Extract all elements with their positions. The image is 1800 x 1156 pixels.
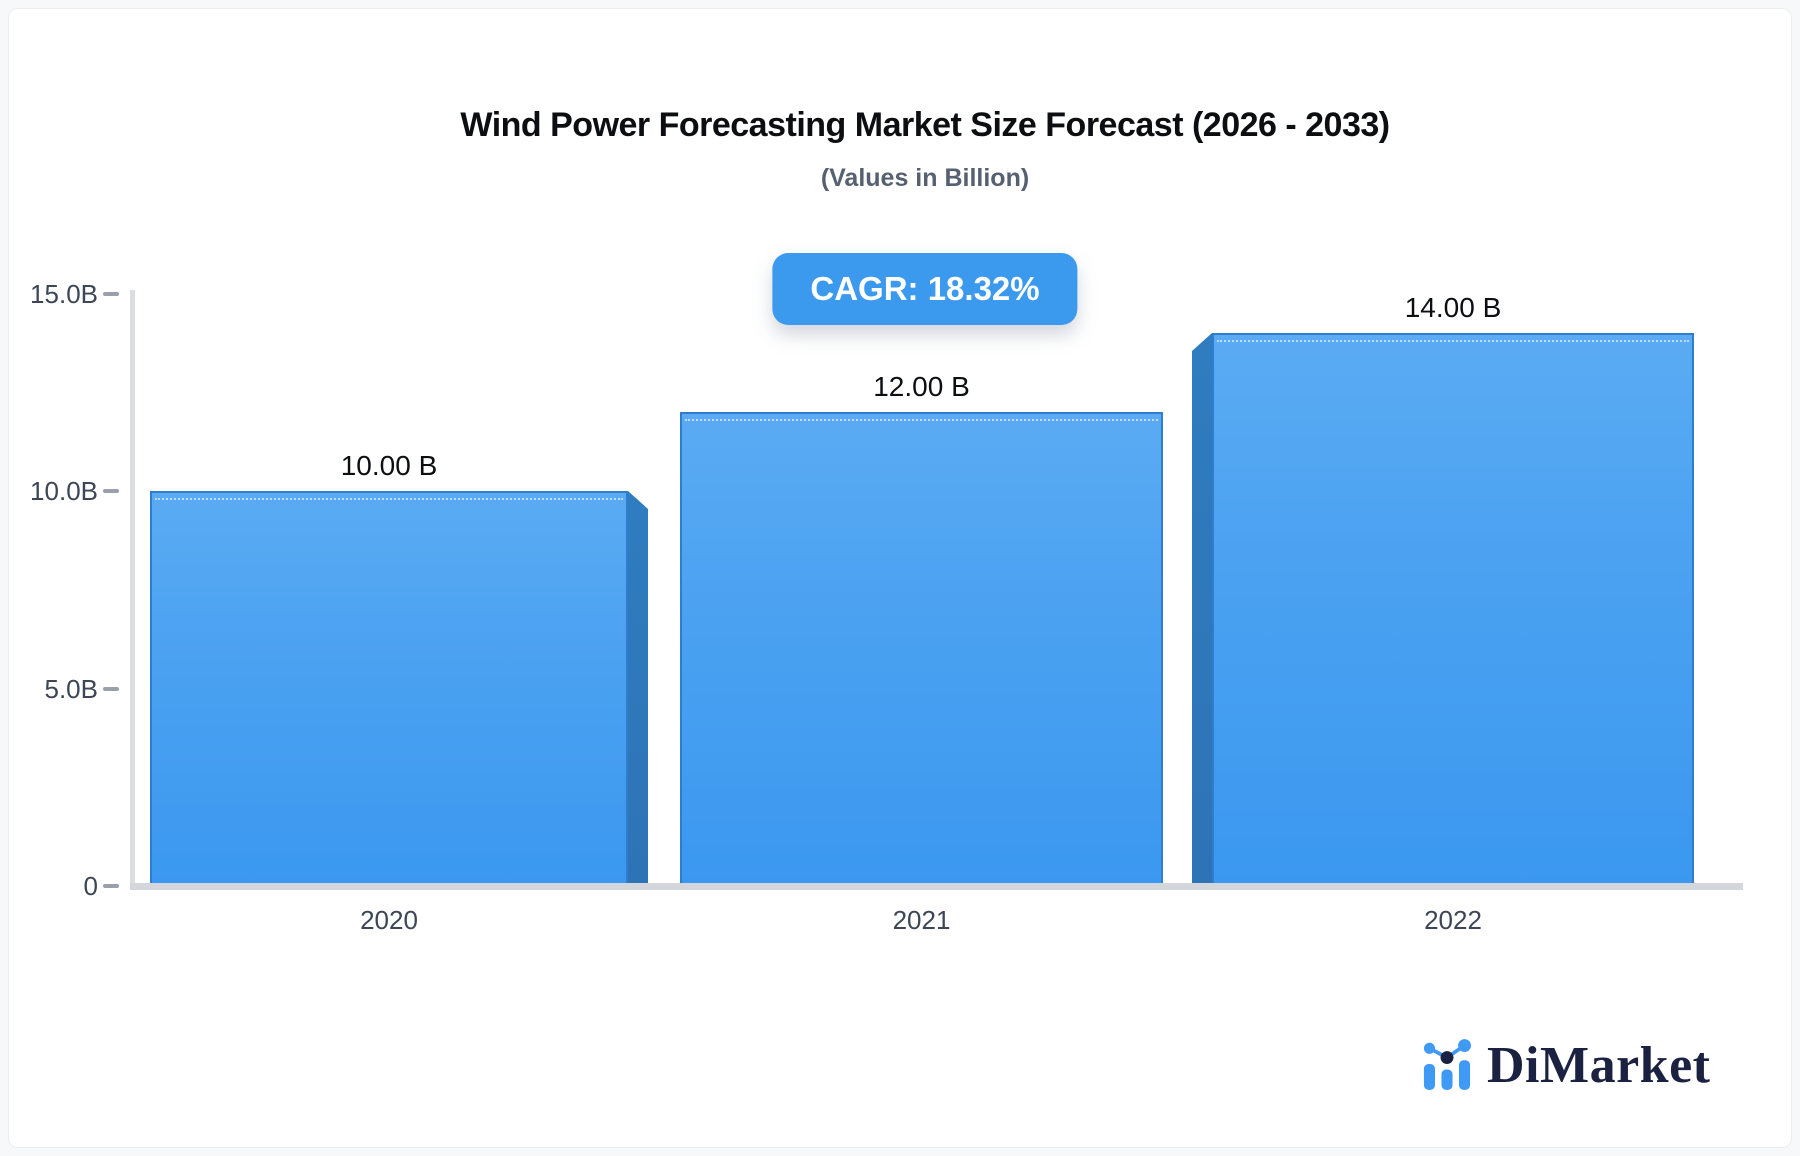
bar-3d-side — [1192, 333, 1212, 886]
y-axis-line — [130, 290, 135, 886]
y-axis-tick-label: 0 — [83, 871, 98, 901]
cagr-badge: CAGR: 18.32% — [772, 253, 1078, 325]
bar-line-chart-icon — [1423, 1039, 1471, 1090]
bar-2020 — [150, 491, 628, 886]
bar-2021 — [680, 412, 1163, 886]
y-axis-tick-label: 15.0B — [30, 279, 98, 309]
bar-top-dotted-line — [685, 419, 1158, 421]
y-axis-tick-mark — [103, 687, 119, 691]
x-axis-tick-label: 2022 — [1424, 905, 1482, 935]
x-axis-line — [130, 883, 1743, 890]
bar-top-dotted-line — [155, 498, 623, 500]
bar-value-label: 12.00 B — [873, 371, 970, 402]
bar-top-dotted-line — [1217, 340, 1689, 342]
bar-value-label: 14.00 B — [1404, 292, 1502, 323]
y-axis-tick-mark — [103, 489, 119, 493]
x-axis-tick-label: 2020 — [360, 905, 418, 935]
chart-subtitle: (Values in Billion) — [820, 164, 1030, 192]
y-axis-tick-mark — [103, 292, 119, 296]
y-axis-tick-label: 10.0B — [30, 476, 98, 506]
y-axis-tick-mark — [103, 884, 119, 888]
y-axis-tick-label: 5.0B — [44, 674, 99, 704]
bar-value-label: 10.00 B — [340, 450, 438, 481]
brand-name: DiMarket — [1487, 1037, 1711, 1094]
bar-3d-side — [628, 491, 648, 886]
brand-logo: DiMarket — [1423, 1038, 1710, 1092]
chart-title: Wind Power Forecasting Market Size Forec… — [460, 106, 1390, 144]
bar-2022 — [1212, 333, 1694, 886]
x-axis-tick-label: 2021 — [892, 905, 951, 935]
